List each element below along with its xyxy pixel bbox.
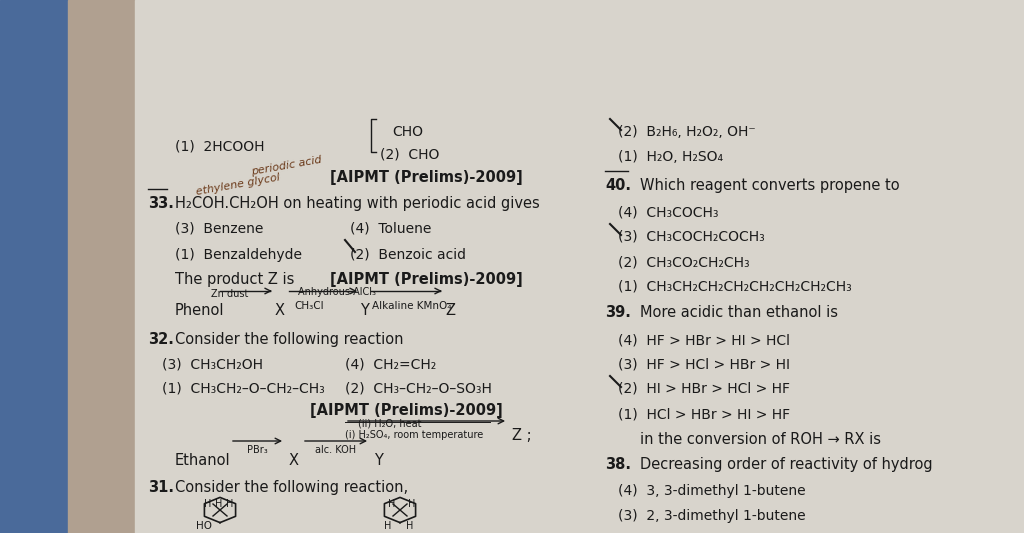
Text: Decreasing order of reactivity of hydrog: Decreasing order of reactivity of hydrog [640, 457, 933, 472]
Text: ethylene glycol: ethylene glycol [195, 172, 281, 197]
Text: H: H [215, 499, 222, 509]
Text: (3)  2, 3-dimethyl 1-butene: (3) 2, 3-dimethyl 1-butene [618, 509, 806, 523]
Text: X: X [289, 453, 299, 468]
Text: (3)  CH₃COCH₂COCH₃: (3) CH₃COCH₂COCH₃ [618, 230, 765, 244]
Text: 31.: 31. [148, 480, 174, 495]
Text: [AIPMT (Prelims)-2009]: [AIPMT (Prelims)-2009] [330, 272, 522, 287]
Text: Y: Y [374, 453, 383, 468]
Text: Zn dust: Zn dust [211, 289, 249, 299]
Text: Z: Z [445, 303, 455, 318]
Text: alc. KOH: alc. KOH [315, 445, 356, 455]
Text: H: H [406, 521, 414, 531]
Text: H: H [408, 499, 416, 509]
Text: Ethanol: Ethanol [175, 453, 230, 468]
Bar [135, 0, 1024, 533]
Text: The product Z is: The product Z is [175, 272, 294, 287]
Text: H: H [384, 521, 391, 531]
Text: H: H [388, 499, 395, 509]
Text: 32.: 32. [148, 332, 174, 347]
Text: Consider the following reaction: Consider the following reaction [175, 332, 403, 347]
Text: in the conversion of ROH → RX is: in the conversion of ROH → RX is [640, 432, 881, 447]
Text: Alkaline KMnO₄: Alkaline KMnO₄ [372, 301, 452, 311]
Text: PBr₃: PBr₃ [247, 445, 268, 455]
Text: (4)  Toluene: (4) Toluene [350, 222, 431, 236]
Text: (1)  H₂O, H₂SO₄: (1) H₂O, H₂SO₄ [618, 150, 723, 164]
Text: (1)  2HCOOH: (1) 2HCOOH [175, 140, 264, 154]
Text: Z ;: Z ; [512, 428, 531, 443]
Text: More acidic than ethanol is: More acidic than ethanol is [640, 305, 838, 320]
Text: [AIPMT (Prelims)-2009]: [AIPMT (Prelims)-2009] [330, 170, 522, 185]
Text: Which reagent converts propene to: Which reagent converts propene to [640, 178, 900, 193]
Text: (4)  HF > HBr > HI > HCl: (4) HF > HBr > HI > HCl [618, 333, 790, 347]
Text: H₂COH.CH₂OH on heating with periodic acid gives: H₂COH.CH₂OH on heating with periodic aci… [175, 196, 540, 211]
Text: Y: Y [360, 303, 369, 318]
Text: 40.: 40. [605, 178, 631, 193]
Text: CHO: CHO [392, 125, 423, 139]
Text: 39.: 39. [605, 305, 631, 320]
Text: X: X [275, 303, 285, 318]
Text: (2)  CH₃–CH₂–O–SO₃H: (2) CH₃–CH₂–O–SO₃H [345, 382, 492, 396]
Text: (4)  CH₃COCH₃: (4) CH₃COCH₃ [618, 205, 719, 219]
Text: Anhydrous AlCl₃: Anhydrous AlCl₃ [298, 287, 376, 297]
Text: HO: HO [196, 521, 212, 531]
Text: (2)  CHO: (2) CHO [380, 148, 439, 162]
Text: H: H [226, 499, 233, 509]
Text: (1)  CH₃CH₂CH₂CH₂CH₂CH₂CH₂CH₃: (1) CH₃CH₂CH₂CH₂CH₂CH₂CH₂CH₃ [618, 280, 852, 294]
Text: 38.: 38. [605, 457, 631, 472]
Text: [AIPMT (Prelims)-2009]: [AIPMT (Prelims)-2009] [310, 403, 503, 418]
Text: H: H [204, 499, 211, 509]
Text: (2)  CH₃CO₂CH₂CH₃: (2) CH₃CO₂CH₂CH₃ [618, 255, 750, 269]
Bar [68, 0, 135, 533]
Text: (i) H₂SO₄, room temperature: (i) H₂SO₄, room temperature [345, 430, 483, 440]
Text: CH₃Cl: CH₃Cl [294, 301, 324, 311]
Text: (1)  CH₃CH₂–O–CH₂–CH₃: (1) CH₃CH₂–O–CH₂–CH₃ [162, 382, 325, 396]
Text: (1)  Benzaldehyde: (1) Benzaldehyde [175, 248, 302, 262]
Text: (4)  3, 3-dimethyl 1-butene: (4) 3, 3-dimethyl 1-butene [618, 484, 806, 498]
Text: (2)  Benzoic acid: (2) Benzoic acid [350, 248, 466, 262]
Text: (3)  Benzene: (3) Benzene [175, 222, 263, 236]
Text: Consider the following reaction,: Consider the following reaction, [175, 480, 409, 495]
Text: (1)  HCl > HBr > HI > HF: (1) HCl > HBr > HI > HF [618, 407, 791, 421]
Text: (3)  HF > HCl > HBr > HI: (3) HF > HCl > HBr > HI [618, 358, 790, 372]
Text: (2)  B₂H₆, H₂O₂, OH⁻: (2) B₂H₆, H₂O₂, OH⁻ [618, 125, 756, 139]
Bar [0, 0, 68, 533]
Text: (2)  HI > HBr > HCl > HF: (2) HI > HBr > HCl > HF [618, 382, 790, 396]
Text: (ii) H₂O, heat: (ii) H₂O, heat [358, 419, 422, 429]
Text: Phenol: Phenol [175, 303, 224, 318]
Text: (3)  CH₃CH₂OH: (3) CH₃CH₂OH [162, 357, 263, 371]
Text: 33.: 33. [148, 196, 174, 211]
Text: (4)  CH₂=CH₂: (4) CH₂=CH₂ [345, 357, 436, 371]
Text: periodic acid: periodic acid [250, 155, 323, 177]
